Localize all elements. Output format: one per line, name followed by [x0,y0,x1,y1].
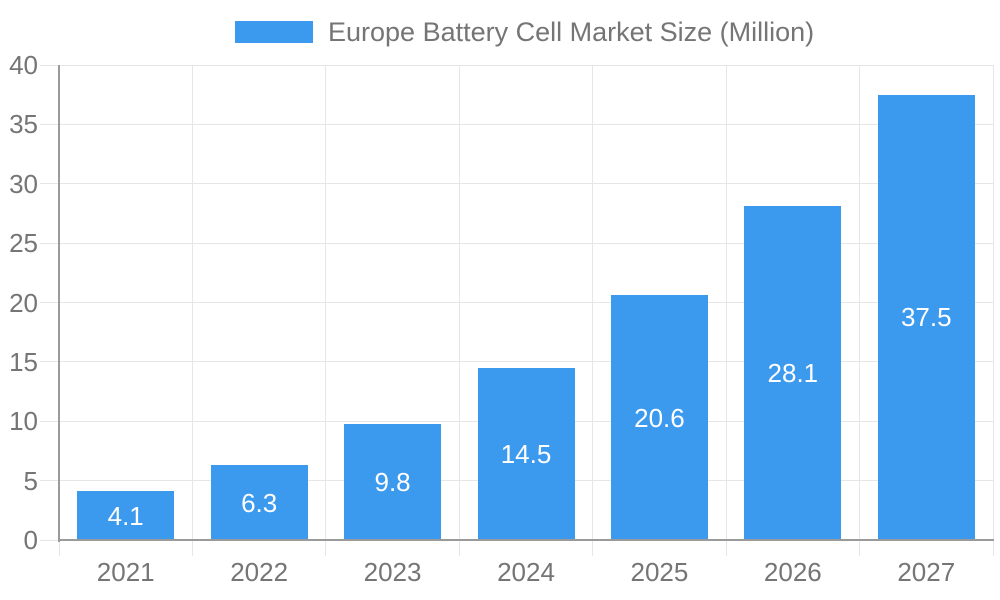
x-tick-label: 2023 [363,557,422,587]
x-tick-label: 2024 [497,557,555,587]
h-gridline [59,123,993,125]
y-tick-label: 10 [9,406,38,437]
bar[interactable] [744,206,842,540]
y-axis-tick [40,420,59,422]
x-tick-label: 2022 [230,557,289,587]
x-tick-label: 2025 [630,557,689,587]
bar-value-label: 28.1 [767,358,819,389]
h-gridline [59,361,993,363]
legend-swatch [235,21,313,43]
y-axis-line [58,65,60,542]
y-tick-label: 15 [9,346,38,377]
x-axis-tick [458,540,460,556]
y-axis-tick [40,480,59,482]
x-axis-tick [592,540,594,556]
bar-value-label: 37.5 [900,302,952,333]
x-axis-line [58,539,994,541]
y-axis-tick [40,242,59,244]
v-gridline [458,65,460,540]
y-axis-tick [40,361,59,363]
x-tick-label: 2021 [96,557,155,587]
y-axis-tick [40,302,59,303]
v-gridline [592,65,594,540]
legend-series-label: Europe Battery Cell Market Size (Million… [328,16,815,47]
bar[interactable] [344,423,442,540]
v-gridline [325,65,327,540]
bar[interactable] [210,465,308,540]
y-tick-label: 40 [9,50,38,80]
bar[interactable] [77,491,175,540]
bar-value-label: 6.3 [241,487,278,518]
h-gridline [59,302,993,303]
y-axis-tick [40,64,59,66]
bar[interactable] [610,295,708,540]
v-gridline [191,65,193,540]
h-gridline [59,183,993,185]
x-axis-tick [191,540,193,556]
v-gridline [992,65,994,540]
h-gridline [59,242,993,244]
y-tick-label: 25 [9,228,38,259]
x-axis-tick [992,540,994,556]
chart-legend: Europe Battery Cell Market Size (Million… [235,17,814,47]
y-tick-label: 35 [9,109,38,140]
bar[interactable] [877,94,975,540]
y-axis-tick [40,539,59,541]
x-tick-label: 2027 [897,557,956,587]
y-axis-tick [40,183,59,185]
x-tick-label: 2026 [763,557,822,587]
y-tick-label: 30 [9,168,38,199]
v-gridline [725,65,727,540]
v-gridline [859,65,861,540]
h-gridline [59,64,993,66]
bar[interactable] [477,367,575,540]
bar-value-label: 14.5 [500,438,552,469]
x-axis-tick [325,540,327,556]
x-axis-tick [725,540,727,556]
y-tick-label: 0 [23,525,38,555]
y-tick-label: 5 [23,465,38,496]
bar-value-label: 9.8 [374,466,411,497]
y-axis-tick [40,123,59,125]
x-axis-tick [859,540,861,556]
x-axis-tick [58,540,60,556]
bar-value-label: 4.1 [107,500,144,531]
y-tick-label: 20 [9,287,38,318]
bar-value-label: 20.6 [634,402,685,433]
